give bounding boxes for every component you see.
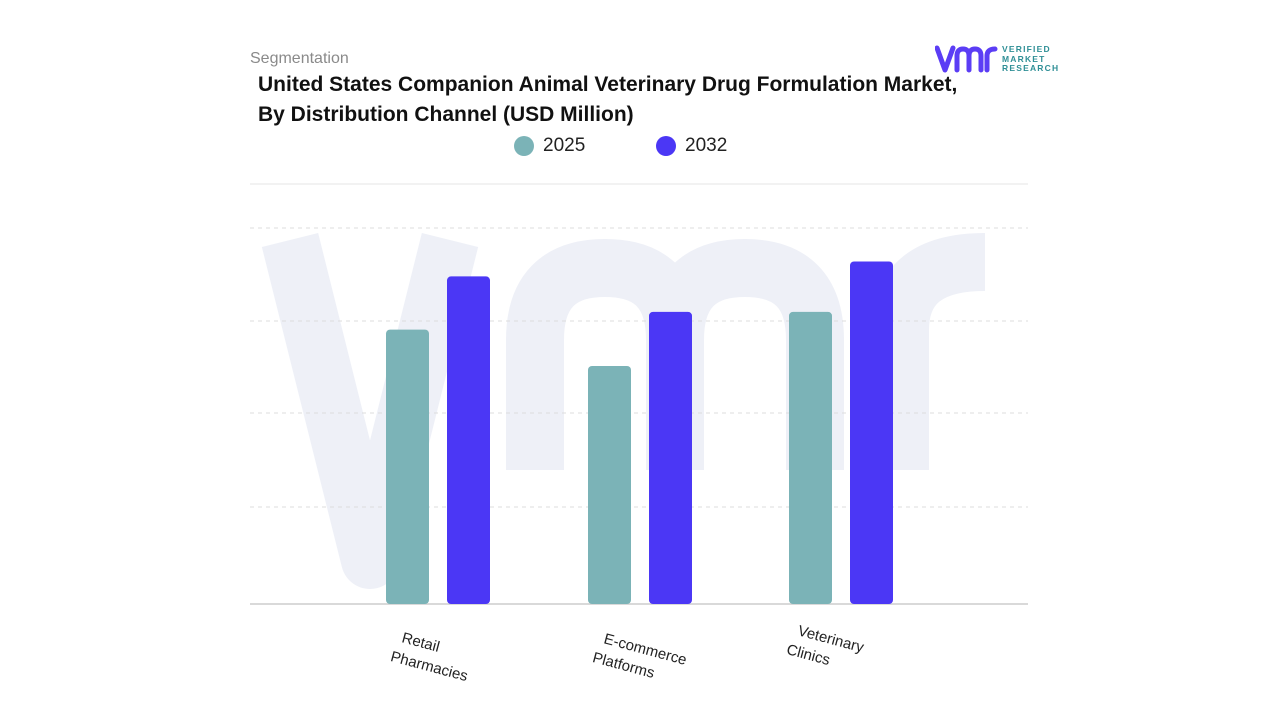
legend-label-2032: 2032: [685, 135, 728, 156]
bar-2025-retail-pharmacies: [386, 329, 429, 604]
bar-2032-retail-pharmacies: [447, 276, 490, 604]
legend-swatch-2025: [514, 136, 534, 156]
logo-text-research: RESEARCH: [1002, 63, 1060, 73]
chart-gridlines: [250, 183, 1028, 605]
logo-text-market: MARKET: [1002, 53, 1046, 64]
chart-title: United States Companion Animal Veterinar…: [258, 70, 1048, 130]
segmentation-label: Segmentation: [250, 50, 349, 67]
watermark-m: [506, 238, 844, 470]
vmr-logo: [934, 44, 1065, 76]
logo-text-verified: VERIFIED: [1002, 44, 1051, 54]
legend-item-2025: 2025: [514, 135, 585, 157]
bar-2025-e-commerce-platforms: [588, 366, 631, 604]
chart-title-line-1: United States Companion Animal Veterinar…: [258, 73, 958, 96]
legend-label-2025: 2025: [543, 135, 586, 156]
legend-item-2032: 2032: [656, 135, 727, 157]
legend-swatch-2032: [656, 136, 676, 156]
vmr-logo-mark: [934, 45, 998, 73]
x-tick-label-0-line-1: Pharmacies: [389, 648, 470, 685]
bar-2025-veterinary-clinics: [789, 311, 832, 604]
chart-legend: 2025 2032: [0, 135, 1280, 161]
watermark-r: [871, 233, 986, 470]
bar-2032-e-commerce-platforms: [649, 311, 692, 604]
chart-bars: [386, 261, 893, 604]
chart-title-line-2: By Distribution Channel (USD Million): [258, 103, 634, 126]
bar-2032-veterinary-clinics: [850, 261, 893, 604]
vmr-logo-text: VERIFIED MARKET RESEARCH: [1002, 44, 1060, 74]
